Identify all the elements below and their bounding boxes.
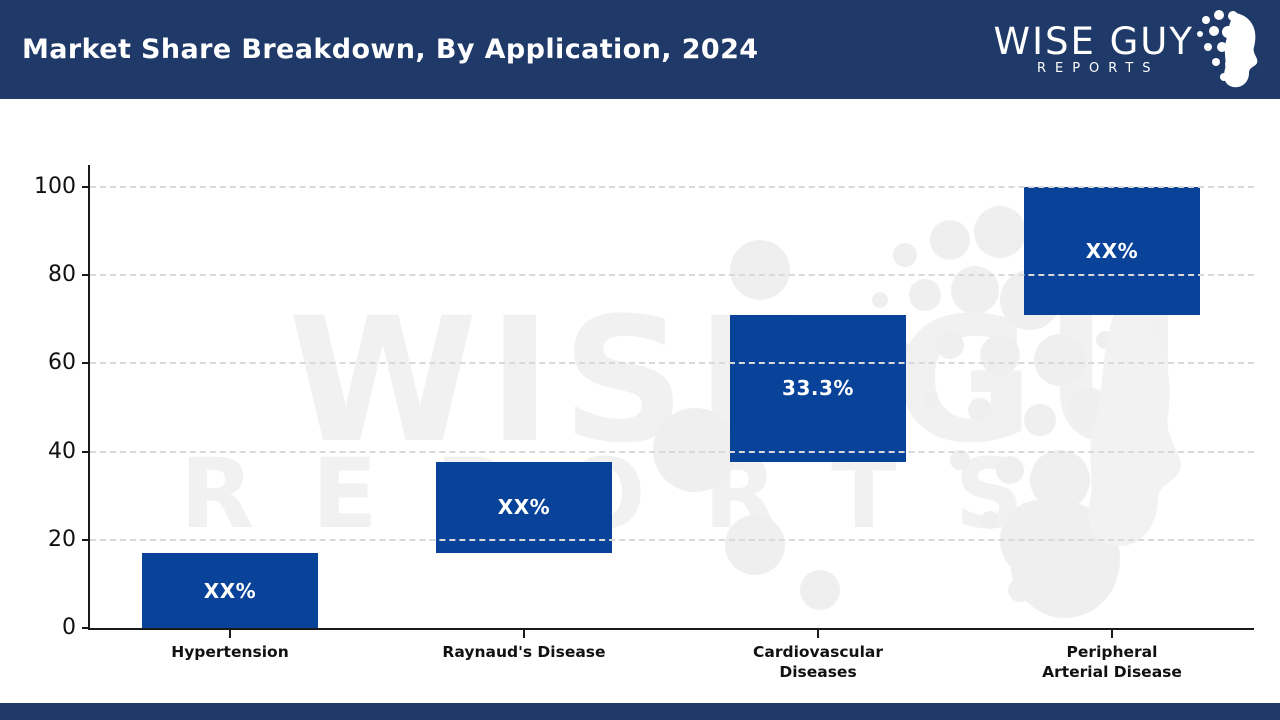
bar-value-label: XX% xyxy=(203,578,257,603)
bar-hypertension: XX% xyxy=(142,553,318,628)
bar-cardiovascular-diseases: 33.3% xyxy=(730,314,906,462)
bar-raynaud-s-disease: XX% xyxy=(436,461,612,554)
logo-face-icon xyxy=(1197,9,1258,87)
logo-subtitle: REPORTS xyxy=(1036,60,1160,76)
bar-peripheral-arterial-disease: XX% xyxy=(1024,187,1200,315)
header-bar: Market Share Breakdown, By Application, … xyxy=(0,0,1280,99)
gridline-60 xyxy=(90,362,1254,365)
x-category-label: Raynaud's Disease xyxy=(442,643,606,661)
gridline-100 xyxy=(90,186,1254,188)
page-title: Market Share Breakdown, By Application, … xyxy=(22,34,759,65)
x-tick-mark xyxy=(1111,630,1113,638)
x-tick-mark xyxy=(817,630,819,638)
dots-face-watermark xyxy=(653,206,1181,618)
y-axis-line xyxy=(88,165,90,630)
y-tick-mark xyxy=(82,538,90,541)
x-axis-line xyxy=(88,628,1254,630)
wise-guy-logo: WISE GUY REPORTS xyxy=(994,7,1280,93)
x-tick-mark xyxy=(229,630,231,638)
bar-value-label: 33.3% xyxy=(782,376,854,401)
gridline-80 xyxy=(90,274,1254,277)
x-category-label: Hypertension xyxy=(171,643,289,661)
bar-value-label: XX% xyxy=(1085,238,1139,263)
logo-wordmark: WISE GUY xyxy=(993,19,1194,63)
y-tick-mark xyxy=(82,274,90,277)
x-category-label: Cardiovascular Diseases xyxy=(753,643,883,681)
gridline-20 xyxy=(90,538,1254,541)
y-tick-mark xyxy=(82,186,90,188)
y-tick-label: 20 xyxy=(48,526,76,552)
bar-value-label: XX% xyxy=(497,495,551,520)
y-tick-mark xyxy=(82,627,90,629)
y-tick-label: 40 xyxy=(48,438,76,464)
y-tick-label: 0 xyxy=(62,615,76,640)
gridline-40 xyxy=(90,450,1254,453)
y-tick-label: 100 xyxy=(34,174,76,199)
x-category-label: Peripheral Arterial Disease xyxy=(1042,643,1182,681)
y-tick-label: 80 xyxy=(48,262,76,288)
y-tick-mark xyxy=(82,362,90,365)
y-tick-label: 60 xyxy=(48,350,76,376)
footer-bar xyxy=(0,703,1280,720)
x-tick-mark xyxy=(523,630,525,638)
y-tick-mark xyxy=(82,450,90,453)
